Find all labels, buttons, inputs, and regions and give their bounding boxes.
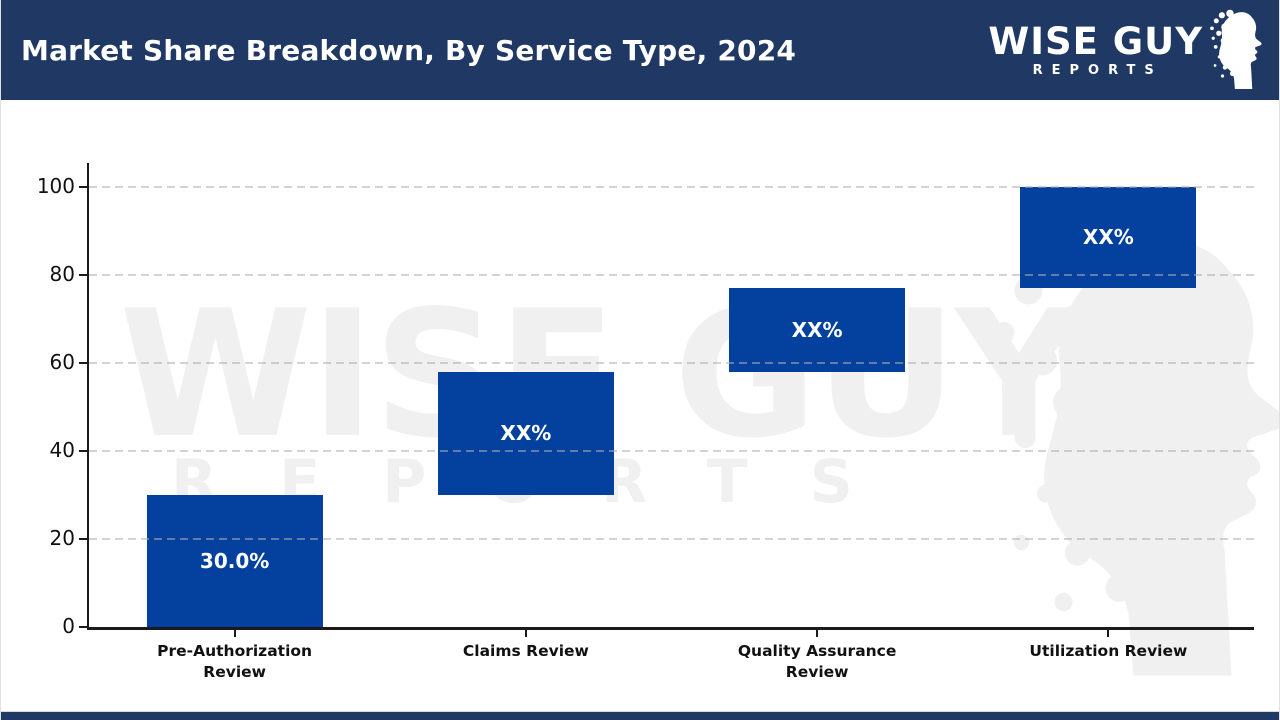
x-tick-mark [233,629,236,637]
bar-quality-assurance-review: XX% [729,287,906,372]
footer-bar [1,712,1279,720]
header-bar: Market Share Breakdown, By Service Type,… [1,0,1279,100]
y-axis-line [87,163,89,629]
x-axis-line [87,627,1254,630]
y-tick-label: 80 [49,261,75,286]
y-tick-label: 100 [36,173,75,198]
bar-value-label: XX% [791,317,843,342]
gridline [89,449,1254,452]
x-tick-mark [816,629,819,637]
y-tick-label: 20 [49,525,75,550]
y-tick-mark [79,626,87,628]
bar-value-label: 30.0% [199,548,270,573]
wiseguy-logo: WISE GUY REPORTS [988,9,1279,91]
gridline [89,361,1254,364]
gridline [89,273,1254,276]
y-tick-label: 0 [62,614,75,638]
x-category-label: Pre-Authorization Review [157,642,313,681]
chart-area: WISE GUY REPORTS 02040608010030.0%Pre-Au… [1,100,1279,712]
bar-pre-authorization-review: 30.0% [146,494,323,627]
bar-value-label: XX% [1082,225,1134,250]
y-tick-mark [79,185,87,188]
x-category-label: Claims Review [462,642,589,660]
logo-text: WISE GUY REPORTS [988,23,1203,78]
logo-wordmark: WISE GUY [988,19,1203,63]
y-tick-mark [79,449,87,452]
footer-divider [1,711,1279,712]
x-category-label: Quality Assurance Review [737,642,897,681]
gridline [89,185,1254,188]
y-tick-label: 60 [49,349,75,374]
y-tick-label: 40 [49,437,75,462]
y-tick-mark [79,273,87,276]
x-tick-mark [524,629,527,637]
logo-face-icon [1210,9,1262,90]
y-tick-mark [79,361,87,364]
y-tick-mark [79,537,87,540]
bar-claims-review: XX% [437,371,614,495]
bar-utilization-review: XX% [1020,186,1197,288]
bar-value-label: XX% [500,421,552,446]
logo-subtext: REPORTS [1032,62,1163,78]
chart-title: Market Share Breakdown, By Service Type,… [21,33,797,67]
x-category-label: Utilization Review [1029,642,1188,660]
gridline [89,537,1254,540]
x-tick-mark [1107,629,1110,637]
watermark-face-icon [993,227,1279,676]
